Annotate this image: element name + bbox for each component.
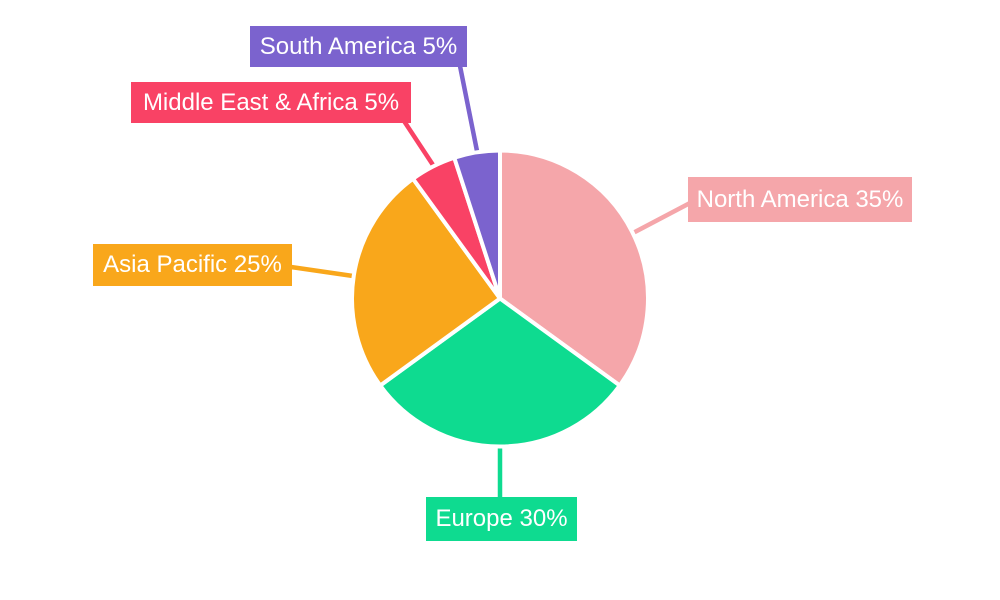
leader-line-asia-pacific xyxy=(290,264,354,279)
leader-line-north-america xyxy=(631,201,692,235)
pie-slice-north-america[interactable] xyxy=(498,148,650,388)
callout-label-asia-pacific: Asia Pacific 25% xyxy=(93,244,292,286)
callout-label-south-america: South America 5% xyxy=(250,26,467,67)
callout-label-north-america: North America 35% xyxy=(688,177,912,222)
leader-line-middle-east-africa xyxy=(402,119,435,167)
callout-label-middle-east-africa: Middle East & Africa 5% xyxy=(131,82,411,123)
pie-slice-south-america[interactable] xyxy=(452,148,502,301)
pie-slice-asia-pacific[interactable] xyxy=(350,176,502,388)
pie-slice-europe[interactable] xyxy=(378,296,622,449)
leader-line-south-america xyxy=(457,65,480,152)
callout-label-europe: Europe 30% xyxy=(426,497,577,541)
